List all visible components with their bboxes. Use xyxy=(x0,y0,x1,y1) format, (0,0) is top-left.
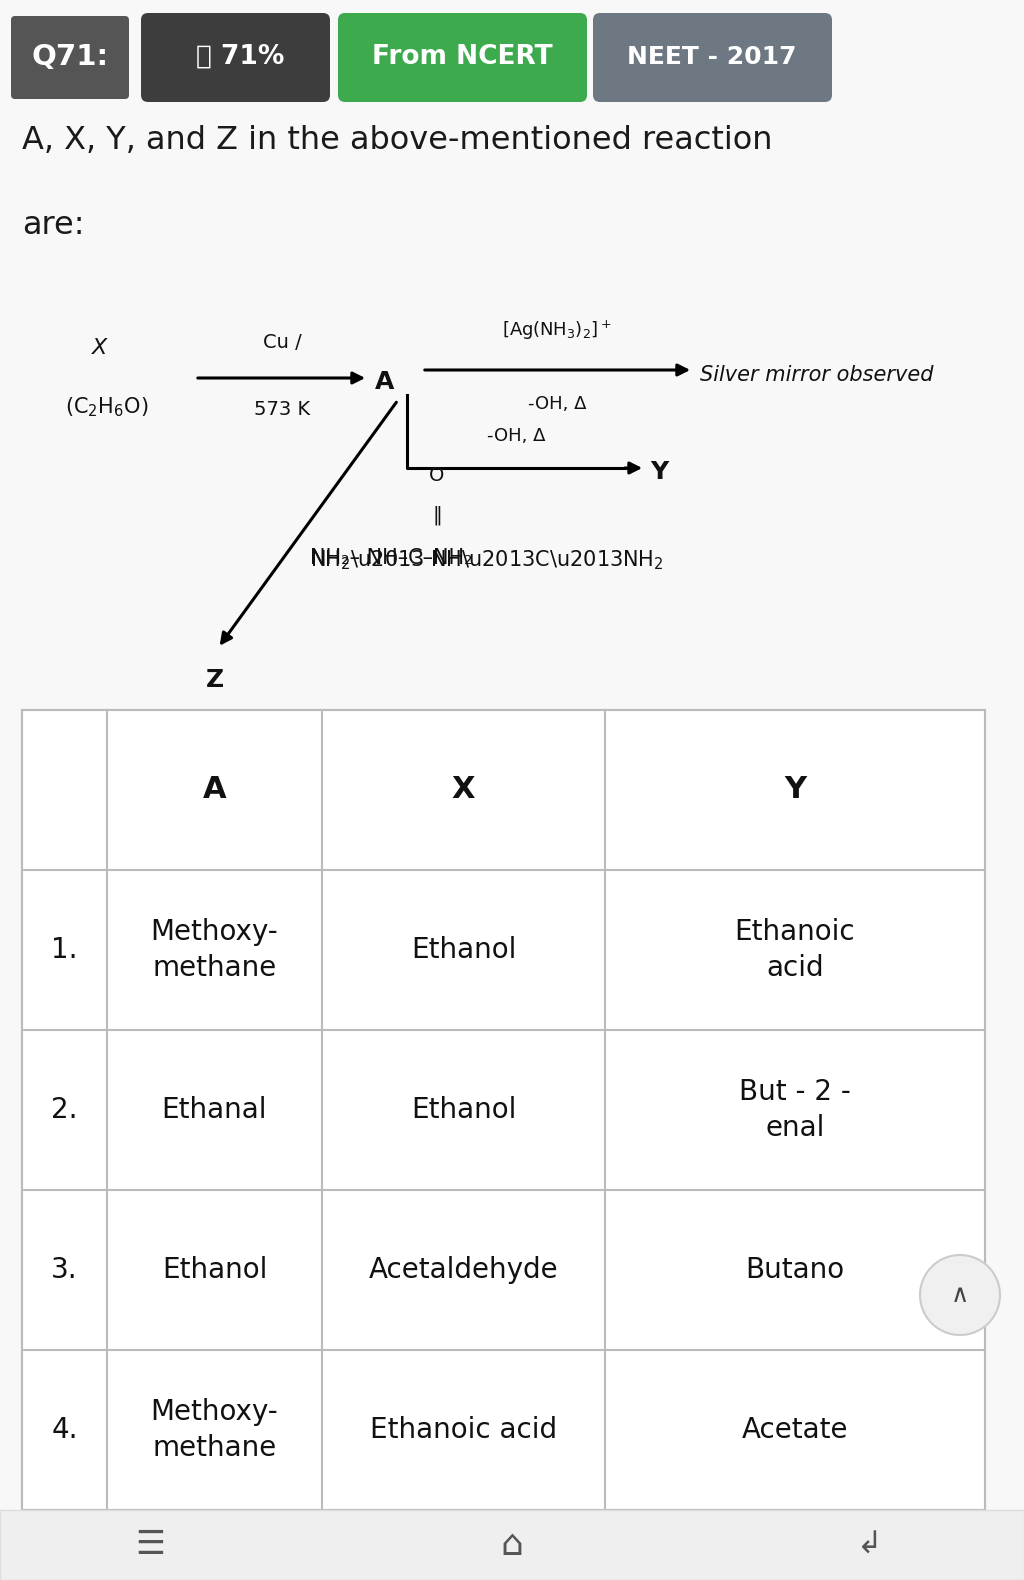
Text: [Ag(NH$_3$)$_2$]$^+$: [Ag(NH$_3$)$_2$]$^+$ xyxy=(502,319,611,341)
Text: Y: Y xyxy=(784,776,806,804)
Text: 2.: 2. xyxy=(51,1097,78,1123)
Text: From NCERT: From NCERT xyxy=(372,44,552,70)
Text: 4.: 4. xyxy=(51,1416,78,1444)
Text: ⌂: ⌂ xyxy=(501,1528,523,1563)
Text: Acetate: Acetate xyxy=(741,1416,848,1444)
Text: are:: are: xyxy=(22,210,85,242)
Text: Butano: Butano xyxy=(745,1256,845,1285)
Text: A: A xyxy=(375,370,394,393)
Text: ↲: ↲ xyxy=(857,1531,883,1559)
Bar xyxy=(22,709,985,1510)
Text: But - 2 -
enal: But - 2 - enal xyxy=(739,1078,851,1142)
Text: Ethanol: Ethanol xyxy=(411,935,516,964)
Text: ∧: ∧ xyxy=(951,1283,969,1307)
Circle shape xyxy=(920,1255,1000,1335)
Text: A, X, Y, and Z in the above-mentioned reaction: A, X, Y, and Z in the above-mentioned re… xyxy=(22,125,772,156)
FancyBboxPatch shape xyxy=(593,13,831,103)
Text: Methoxy-
methane: Methoxy- methane xyxy=(151,1398,279,1463)
Text: Q71:: Q71: xyxy=(32,43,109,71)
FancyBboxPatch shape xyxy=(141,13,330,103)
Text: 3.: 3. xyxy=(51,1256,78,1285)
Text: A: A xyxy=(203,776,226,804)
Text: ☰: ☰ xyxy=(135,1528,165,1561)
Text: Acetaldehyde: Acetaldehyde xyxy=(369,1256,558,1285)
Text: ‖: ‖ xyxy=(432,506,442,525)
Text: -OH, Δ: -OH, Δ xyxy=(527,395,587,412)
Text: 👍 71%: 👍 71% xyxy=(196,44,285,70)
Text: Cu /: Cu / xyxy=(262,333,301,352)
Text: Z: Z xyxy=(206,668,224,692)
Text: Ethanol: Ethanol xyxy=(162,1256,267,1285)
FancyBboxPatch shape xyxy=(11,16,129,100)
Text: NEET - 2017: NEET - 2017 xyxy=(628,44,797,70)
Bar xyxy=(0,1510,1024,1580)
Text: NH₂– NH–C–NH₂: NH₂– NH–C–NH₂ xyxy=(310,548,473,567)
Text: 1.: 1. xyxy=(51,935,78,964)
Text: Silver mirror observed: Silver mirror observed xyxy=(700,365,934,386)
Text: Ethanoic acid: Ethanoic acid xyxy=(370,1416,557,1444)
Text: 573 K: 573 K xyxy=(254,400,310,419)
Text: Ethanal: Ethanal xyxy=(162,1097,267,1123)
Text: Y: Y xyxy=(650,460,669,483)
Text: Ethanoic
acid: Ethanoic acid xyxy=(734,918,855,983)
Text: X: X xyxy=(92,338,108,359)
Text: O: O xyxy=(429,466,444,485)
Text: -OH, Δ: -OH, Δ xyxy=(486,427,545,446)
Text: Ethanol: Ethanol xyxy=(411,1097,516,1123)
Text: (C$_2$H$_6$O): (C$_2$H$_6$O) xyxy=(65,395,148,419)
Text: NH$_2$\u2013 NH\u2013C\u2013NH$_2$: NH$_2$\u2013 NH\u2013C\u2013NH$_2$ xyxy=(310,548,664,572)
Text: X: X xyxy=(452,776,475,804)
Text: Methoxy-
methane: Methoxy- methane xyxy=(151,918,279,983)
FancyBboxPatch shape xyxy=(338,13,587,103)
